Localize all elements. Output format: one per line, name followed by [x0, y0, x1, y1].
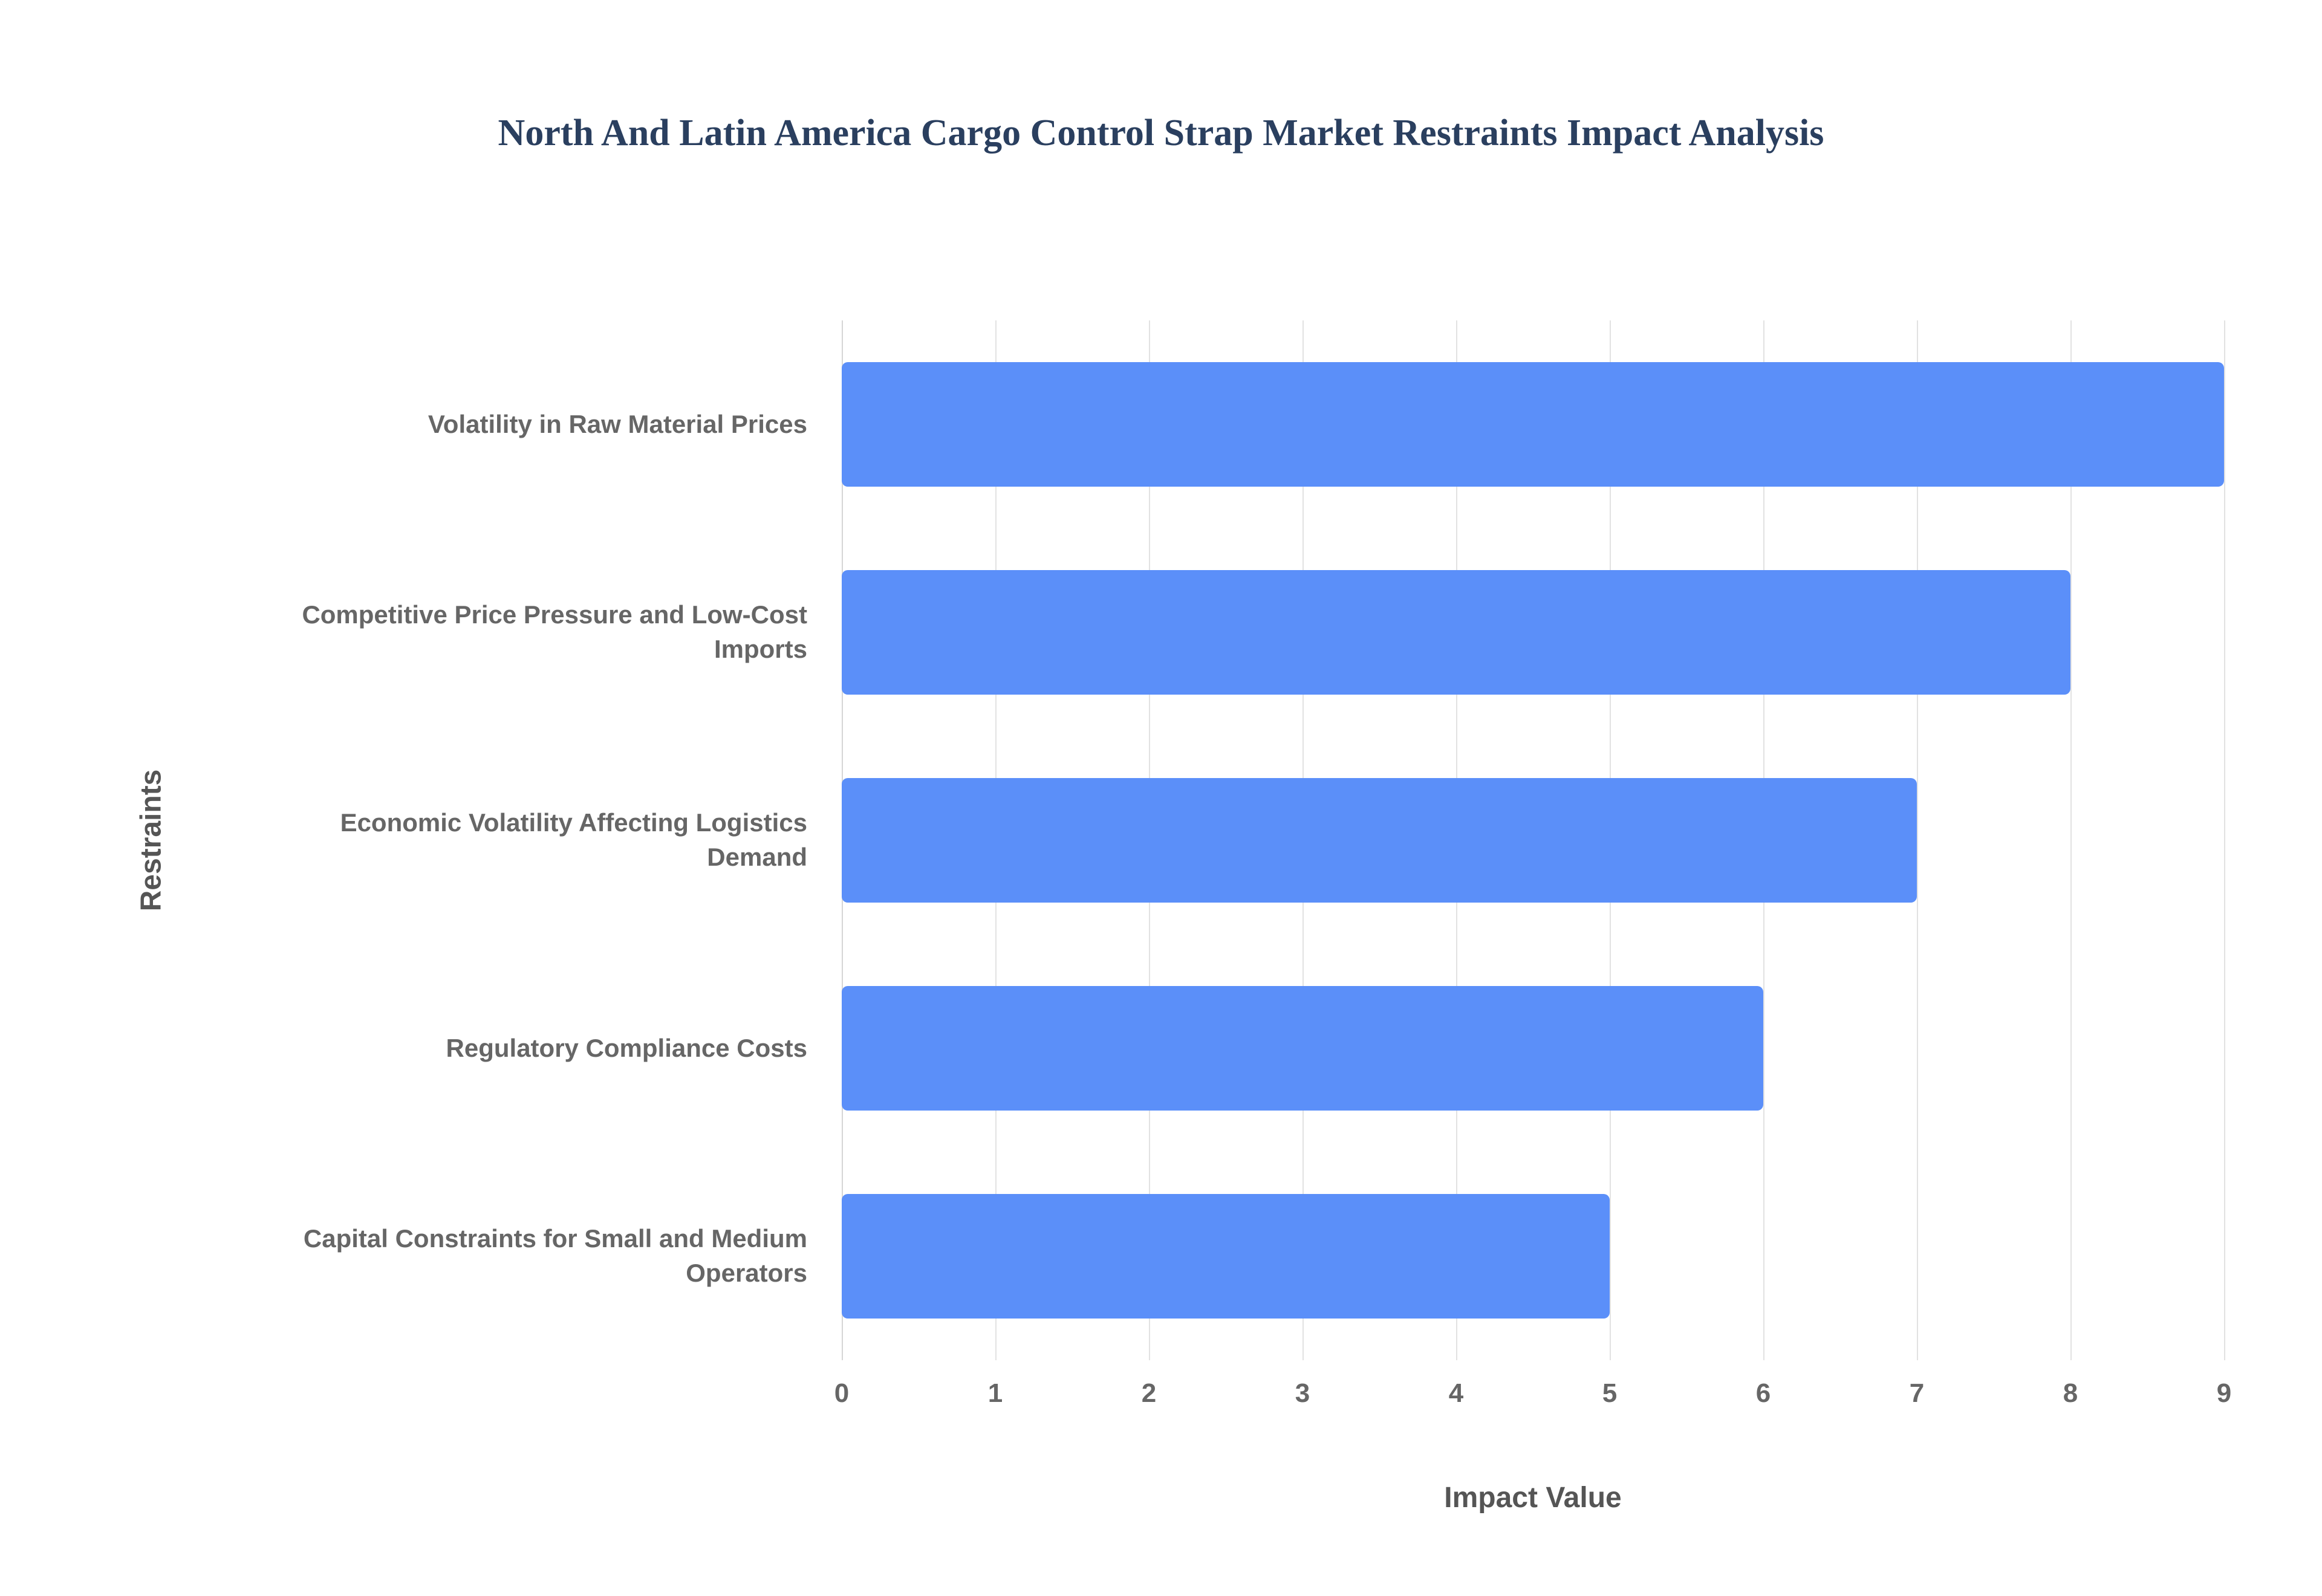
gridline-x-9	[2224, 320, 2225, 1360]
category-label: Capital Constraints for Small and Medium…	[303, 1224, 807, 1287]
category-label: Economic Volatility Affecting Logistics …	[340, 808, 807, 871]
category-label: Volatility in Raw Material Prices	[428, 409, 807, 438]
bar-row	[842, 1152, 2224, 1360]
bar-row	[842, 320, 2224, 528]
x-axis-ticks: 0 1 2 3 4 5 6 7 8 9	[834, 1378, 2231, 1421]
x-tick-label-3: 3	[1295, 1378, 1310, 1408]
x-tick-label-1: 1	[987, 1378, 1003, 1408]
x-axis-title: Impact Value	[1444, 1482, 1622, 1514]
gridline-x-7	[1917, 320, 1918, 1360]
x-tick-label-2: 2	[1141, 1378, 1157, 1408]
bar-4	[842, 985, 1763, 1111]
x-tick-label-4: 4	[1448, 1378, 1464, 1408]
bar-row	[842, 528, 2224, 736]
x-tick-label-5: 5	[1602, 1378, 1618, 1408]
chart-title: North And Latin America Cargo Control St…	[498, 112, 1824, 154]
x-tick-label-6: 6	[1755, 1378, 1771, 1408]
x-tick-label-8: 8	[2063, 1378, 2078, 1408]
x-tick-label-7: 7	[1909, 1378, 1925, 1408]
x-tick-label-0: 0	[834, 1378, 850, 1408]
category-axis: Volatility in Raw Material Prices Competi…	[0, 320, 807, 1360]
bar-5	[842, 1193, 1610, 1319]
bar-1	[842, 362, 2224, 487]
x-tick-label-9: 9	[2216, 1378, 2232, 1408]
bar-2	[842, 569, 2070, 695]
bar-row	[842, 736, 2224, 944]
bar-row	[842, 944, 2224, 1152]
plot-area	[842, 320, 2225, 1360]
category-label: Regulatory Compliance Costs	[446, 1033, 807, 1062]
category-label: Competitive Price Pressure and Low-Cost …	[302, 600, 807, 663]
bar-3	[842, 777, 1917, 903]
gridline-x-8	[2070, 320, 2072, 1360]
